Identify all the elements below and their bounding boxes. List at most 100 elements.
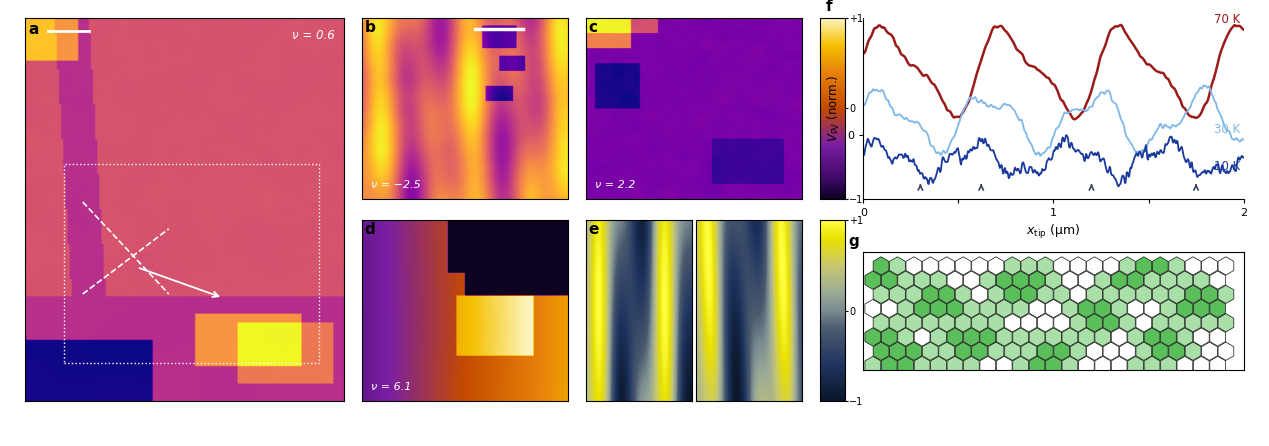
Polygon shape [1119, 342, 1136, 360]
Polygon shape [1185, 257, 1200, 275]
Polygon shape [914, 328, 930, 346]
Polygon shape [906, 257, 921, 275]
Polygon shape [1145, 299, 1160, 318]
Polygon shape [873, 285, 888, 303]
Polygon shape [1169, 342, 1184, 360]
Polygon shape [1193, 299, 1209, 318]
Polygon shape [1161, 356, 1176, 375]
Polygon shape [906, 342, 921, 360]
Polygon shape [1022, 342, 1037, 360]
Polygon shape [1070, 314, 1086, 332]
Polygon shape [1136, 257, 1152, 275]
Polygon shape [996, 299, 1013, 318]
Polygon shape [947, 356, 963, 375]
Polygon shape [1037, 285, 1053, 303]
Text: ν = 0.6: ν = 0.6 [292, 29, 335, 42]
Polygon shape [1103, 257, 1119, 275]
Polygon shape [1005, 342, 1020, 360]
Polygon shape [897, 356, 914, 375]
Polygon shape [1103, 314, 1119, 332]
Polygon shape [1218, 257, 1233, 275]
Polygon shape [897, 299, 914, 318]
Y-axis label: $dV_{\mathrm{PV}}/dx$ (norm.): $dV_{\mathrm{PV}}/dx$ (norm.) [895, 272, 907, 350]
Polygon shape [1046, 271, 1061, 289]
Polygon shape [980, 356, 996, 375]
Polygon shape [914, 271, 930, 289]
Text: ν = 2.2: ν = 2.2 [595, 180, 636, 190]
Polygon shape [963, 328, 980, 346]
Polygon shape [996, 356, 1013, 375]
Polygon shape [1070, 257, 1086, 275]
Polygon shape [923, 342, 938, 360]
Polygon shape [1161, 328, 1176, 346]
Polygon shape [1152, 314, 1169, 332]
Polygon shape [882, 328, 897, 346]
Polygon shape [956, 342, 971, 360]
Text: 10 K: 10 K [1213, 160, 1240, 173]
Text: e: e [589, 222, 599, 237]
Polygon shape [865, 271, 881, 289]
Polygon shape [897, 271, 914, 289]
Polygon shape [1005, 257, 1020, 275]
Polygon shape [1029, 356, 1044, 375]
Polygon shape [897, 328, 914, 346]
Polygon shape [1209, 328, 1226, 346]
Polygon shape [1176, 271, 1193, 289]
Text: a: a [29, 22, 39, 37]
Polygon shape [939, 257, 954, 275]
Polygon shape [1053, 342, 1070, 360]
Polygon shape [1152, 285, 1169, 303]
Polygon shape [873, 314, 888, 332]
Polygon shape [930, 328, 947, 346]
Polygon shape [1022, 285, 1037, 303]
Polygon shape [1185, 285, 1200, 303]
Polygon shape [1022, 314, 1037, 332]
Polygon shape [1079, 271, 1094, 289]
Polygon shape [1152, 342, 1169, 360]
Polygon shape [1037, 314, 1053, 332]
Polygon shape [873, 342, 888, 360]
Polygon shape [930, 299, 947, 318]
Text: c: c [589, 20, 598, 35]
Polygon shape [1185, 342, 1200, 360]
Polygon shape [1218, 314, 1233, 332]
Polygon shape [1022, 257, 1037, 275]
Polygon shape [956, 285, 971, 303]
X-axis label: $x_{\mathrm{tip}}$ (μm): $x_{\mathrm{tip}}$ (μm) [1027, 223, 1081, 241]
Polygon shape [972, 257, 987, 275]
Polygon shape [865, 299, 881, 318]
Polygon shape [1103, 285, 1119, 303]
Polygon shape [1218, 285, 1233, 303]
Polygon shape [1079, 328, 1094, 346]
Polygon shape [1062, 299, 1077, 318]
Polygon shape [939, 342, 954, 360]
Text: 70 K: 70 K [1213, 13, 1240, 26]
Polygon shape [1145, 356, 1160, 375]
Polygon shape [882, 356, 897, 375]
Polygon shape [914, 356, 930, 375]
Polygon shape [1185, 314, 1200, 332]
Polygon shape [1169, 285, 1184, 303]
Polygon shape [989, 285, 1004, 303]
Polygon shape [1169, 314, 1184, 332]
Text: ν = −2.5: ν = −2.5 [371, 180, 420, 190]
Polygon shape [1079, 356, 1094, 375]
Polygon shape [980, 328, 996, 346]
Text: g: g [848, 234, 859, 249]
Polygon shape [996, 271, 1013, 289]
Polygon shape [1136, 285, 1152, 303]
Polygon shape [923, 314, 938, 332]
Y-axis label: $V_{\mathrm{PV}}$ (norm.): $V_{\mathrm{PV}}$ (norm.) [826, 74, 841, 142]
Polygon shape [1119, 257, 1136, 275]
Polygon shape [996, 328, 1013, 346]
Polygon shape [1037, 342, 1053, 360]
Polygon shape [1119, 285, 1136, 303]
Text: d: d [364, 222, 376, 237]
Polygon shape [1046, 356, 1061, 375]
Polygon shape [939, 285, 954, 303]
Polygon shape [963, 356, 980, 375]
Polygon shape [1128, 299, 1143, 318]
Text: ν = 6.1: ν = 6.1 [371, 382, 411, 392]
Polygon shape [1053, 285, 1070, 303]
Polygon shape [1161, 299, 1176, 318]
